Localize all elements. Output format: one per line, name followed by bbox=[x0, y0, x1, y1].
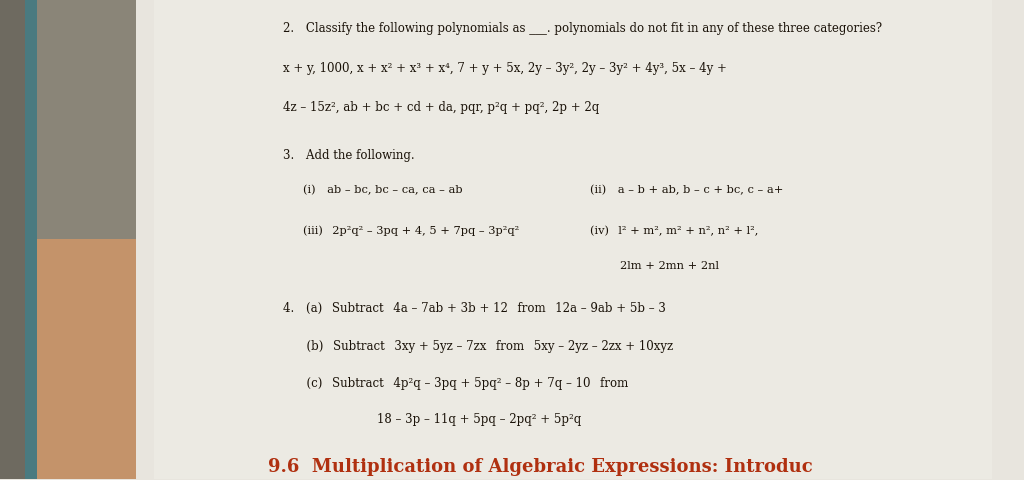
Text: 2. Classify the following polynomials as ___. polynomials do not fit in any of t: 2. Classify the following polynomials as… bbox=[283, 22, 882, 35]
Text: 3. Add the following.: 3. Add the following. bbox=[283, 148, 415, 161]
Text: 4z – 15z², ab + bc + cd + da, pqr, p²q + pq², 2p + 2q: 4z – 15z², ab + bc + cd + da, pqr, p²q +… bbox=[283, 100, 599, 113]
FancyBboxPatch shape bbox=[154, 0, 992, 479]
Text: (ii)  a – b + ab, b – c + bc, c – a+: (ii) a – b + ab, b – c + bc, c – a+ bbox=[591, 184, 783, 194]
FancyBboxPatch shape bbox=[159, 0, 992, 479]
Text: (iv)  l² + m², m² + n², n² + l²,: (iv) l² + m², m² + n², n² + l², bbox=[591, 225, 759, 235]
FancyBboxPatch shape bbox=[25, 0, 37, 479]
Text: x + y, 1000, x + x² + x³ + x⁴, 7 + y + 5x, 2y – 3y², 2y – 3y² + 4y³, 5x – 4y +: x + y, 1000, x + x² + x³ + x⁴, 7 + y + 5… bbox=[283, 62, 727, 75]
FancyBboxPatch shape bbox=[37, 240, 136, 479]
Text: (i)  ab – bc, bc – ca, ca – ab: (i) ab – bc, bc – ca, ca – ab bbox=[303, 184, 462, 194]
Text: (c)  Subtract  4p²q – 3pq + 5pq² – 8p + 7q – 10  from: (c) Subtract 4p²q – 3pq + 5pq² – 8p + 7q… bbox=[283, 376, 628, 389]
Text: 18 – 3p – 11q + 5pq – 2pq² + 5p²q: 18 – 3p – 11q + 5pq – 2pq² + 5p²q bbox=[377, 412, 582, 425]
Text: 4. (a)  Subtract  4a – 7ab + 3b + 12  from  12a – 9ab + 5b – 3: 4. (a) Subtract 4a – 7ab + 3b + 12 from … bbox=[283, 301, 666, 314]
FancyBboxPatch shape bbox=[0, 0, 25, 479]
FancyBboxPatch shape bbox=[37, 0, 136, 240]
Text: (iii)  2p²q² – 3pq + 4, 5 + 7pq – 3p²q²: (iii) 2p²q² – 3pq + 4, 5 + 7pq – 3p²q² bbox=[303, 225, 519, 236]
Text: 9.6  Multiplication of Algebraic Expressions: Introduc: 9.6 Multiplication of Algebraic Expressi… bbox=[268, 457, 813, 475]
Text: 2lm + 2mn + 2nl: 2lm + 2mn + 2nl bbox=[621, 261, 719, 271]
Text: (b)  Subtract  3xy + 5yz – 7zx  from  5xy – 2yz – 2zx + 10xyz: (b) Subtract 3xy + 5yz – 7zx from 5xy – … bbox=[283, 339, 673, 352]
